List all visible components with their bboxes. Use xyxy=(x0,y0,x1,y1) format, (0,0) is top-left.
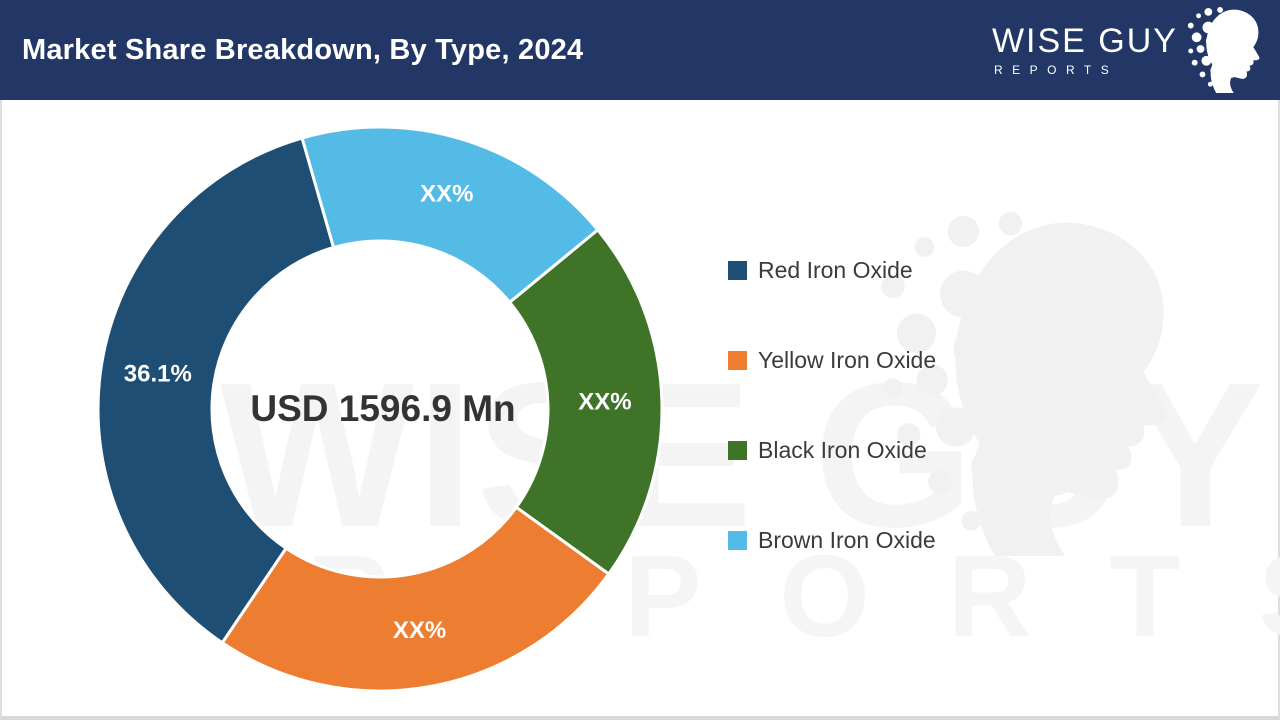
logo-face-icon xyxy=(1182,6,1266,94)
donut-segment-red-iron-oxide[interactable] xyxy=(96,136,336,645)
header-bar: Market Share Breakdown, By Type, 2024 WI… xyxy=(0,0,1280,100)
logo-wordmark: WISE GUY REPORTS xyxy=(992,24,1178,77)
legend-item-yellow-iron-oxide[interactable]: Yellow Iron Oxide xyxy=(728,346,936,374)
page-title: Market Share Breakdown, By Type, 2024 xyxy=(22,33,584,66)
legend-item-brown-iron-oxide[interactable]: Brown Iron Oxide xyxy=(728,526,936,554)
legend-label: Black Iron Oxide xyxy=(758,436,927,463)
segment-label-black-iron-oxide: XX% xyxy=(578,388,631,415)
legend-swatch-yellow-iron-oxide xyxy=(728,350,747,370)
legend-item-red-iron-oxide[interactable]: Red Iron Oxide xyxy=(728,256,936,284)
donut-segment-brown-iron-oxide[interactable] xyxy=(300,125,600,305)
brand-logo: WISE GUY REPORTS xyxy=(992,6,1266,94)
legend-item-black-iron-oxide[interactable]: Black Iron Oxide xyxy=(728,436,936,464)
segment-label-red-iron-oxide: 36.1% xyxy=(124,360,192,387)
logo-wordmark-line1: WISE GUY xyxy=(991,21,1178,60)
segment-label-brown-iron-oxide: XX% xyxy=(420,181,473,208)
legend-label: Red Iron Oxide xyxy=(758,256,913,283)
legend-swatch-red-iron-oxide xyxy=(728,260,747,280)
donut-segment-yellow-iron-oxide[interactable] xyxy=(220,505,611,693)
logo-wordmark-line2: REPORTS xyxy=(993,62,1119,77)
legend-swatch-brown-iron-oxide xyxy=(728,530,747,550)
segment-label-yellow-iron-oxide: XX% xyxy=(393,617,446,644)
legend-label: Brown Iron Oxide xyxy=(758,526,936,553)
donut-segment-black-iron-oxide[interactable] xyxy=(507,227,664,577)
donut-center-value: USD 1596.9 Mn xyxy=(250,388,516,429)
legend-swatch-black-iron-oxide xyxy=(728,440,747,460)
legend-label: Yellow Iron Oxide xyxy=(758,346,937,373)
legend: Red Iron Oxide Yellow Iron Oxide Black Iro… xyxy=(728,256,936,616)
